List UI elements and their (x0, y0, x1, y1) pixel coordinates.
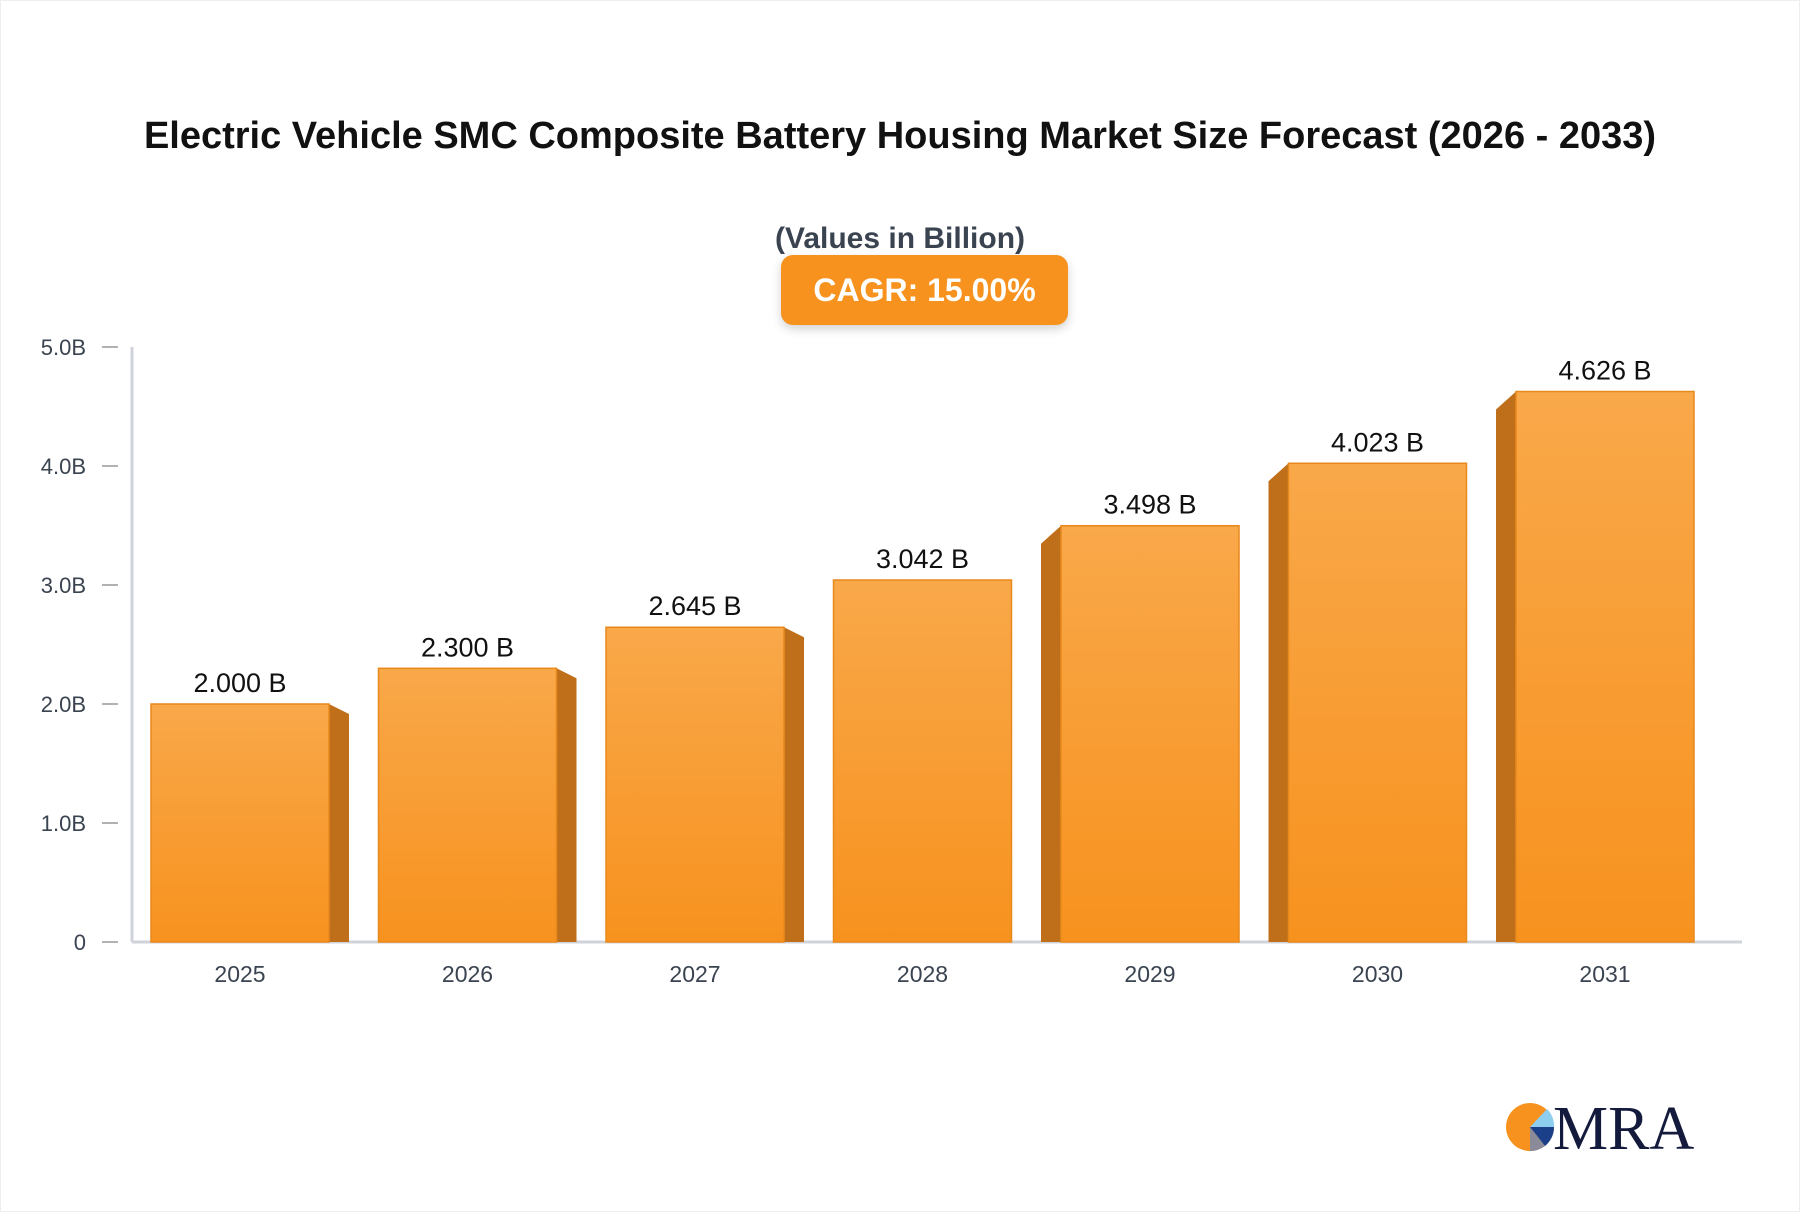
bar-side (556, 668, 577, 942)
bar (150, 703, 330, 943)
x-tick-label: 2028 (897, 961, 948, 987)
data-label: 2.645 B (648, 591, 741, 621)
y-tick-label: 1.0B (41, 811, 86, 836)
data-label: 3.042 B (876, 544, 969, 574)
x-tick-label: 2030 (1352, 961, 1403, 987)
bar-side (1041, 525, 1061, 942)
bar-group: 4.023 B 2030 (1268, 427, 1468, 987)
x-tick-label: 2031 (1579, 961, 1630, 987)
bar-group: 4.626 B 2031 (1496, 356, 1695, 987)
y-tick-label: 5.0B (41, 335, 86, 360)
x-tick-label: 2025 (214, 961, 265, 987)
y-tick-label: 3.0B (41, 573, 86, 598)
mra-logo: MRA (1505, 1095, 1695, 1163)
data-label: 4.023 B (1331, 427, 1424, 457)
bar (1287, 462, 1468, 943)
data-label: 2.000 B (193, 668, 286, 698)
svg-text:MRA: MRA (1553, 1095, 1694, 1155)
bar-side (329, 704, 349, 942)
bar (605, 626, 785, 943)
y-tick-label: 2.0B (41, 692, 86, 717)
cagr-badge: CAGR: 15.00% (781, 255, 1068, 325)
bar-side (1496, 391, 1516, 943)
bar-group: 3.042 B 2028 (832, 544, 1013, 987)
bar-side (1268, 463, 1289, 942)
chart-title: Electric Vehicle SMC Composite Battery H… (143, 115, 1657, 157)
data-label: 4.626 B (1558, 356, 1651, 386)
bar-group: 3.498 B 2029 (1041, 490, 1240, 987)
x-tick-label: 2029 (1124, 961, 1175, 987)
y-tick-label: 4.0B (41, 454, 86, 479)
x-tick-label: 2026 (442, 961, 493, 987)
bar-group: 2.000 B 2025 (150, 668, 349, 987)
y-tick-label: 0 (74, 930, 86, 955)
bar-side (784, 627, 804, 942)
data-label: 2.300 B (421, 632, 514, 662)
bar (1060, 524, 1240, 943)
bar (1515, 390, 1695, 943)
bar (377, 667, 558, 943)
chart-subtitle: (Values in Billion) (774, 222, 1026, 255)
bar-group: 2.645 B 2027 (605, 591, 804, 987)
bar (832, 579, 1013, 943)
x-tick-label: 2027 (669, 961, 720, 987)
data-label: 3.498 B (1103, 490, 1196, 520)
bar-group: 2.300 B 2026 (377, 632, 577, 987)
